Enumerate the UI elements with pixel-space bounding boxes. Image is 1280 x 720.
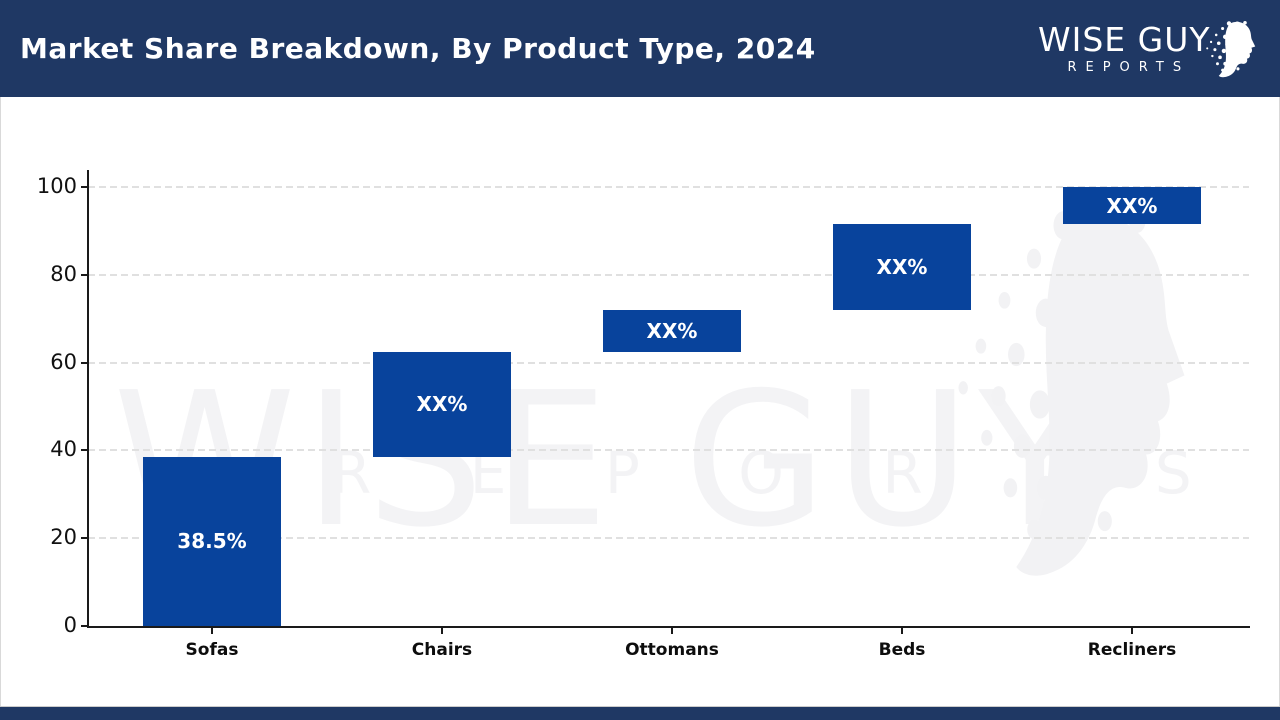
x-tick [901,628,903,634]
y-tick-mark [81,625,88,627]
y-tick-label: 20 [50,525,77,550]
bar-value-label: XX% [416,392,468,417]
y-tick-label: 40 [50,437,77,462]
y-tick-mark [81,537,88,540]
y-tick-mark [81,449,88,452]
bar-value-label: XX% [1106,193,1158,218]
x-tick [1131,628,1133,634]
page-title: Market Share Breakdown, By Product Type,… [20,32,816,65]
y-tick-label: 60 [50,349,77,374]
bar-recliners: XX% [1063,187,1201,225]
x-tick-label-ottomans: Ottomans [625,640,719,660]
chart-area: WISE GUY R E P O R T S 0 20 40 60 80 100 38.5%… [0,97,1280,707]
bar-value-label: XX% [646,318,698,343]
bar-beds: XX% [833,224,971,310]
x-tick [441,628,443,634]
gridline [88,449,1249,452]
logo-wordmark: WISE GUY [1038,20,1211,60]
y-tick-label: 100 [36,174,77,198]
x-tick-label-chairs: Chairs [411,640,473,660]
y-axis [87,170,89,628]
wiseguy-logo-text: WISE GUY REPORTS [1038,23,1211,75]
wiseguy-logo: WISE GUY REPORTS [1038,6,1268,92]
bar-chairs: XX% [373,351,511,457]
gridline [88,273,1249,276]
x-tick [211,628,213,634]
y-tick-label: 80 [50,261,77,286]
logo-subtitle: REPORTS [1067,59,1191,75]
y-tick-mark [81,273,88,276]
x-tick-label-sofas: Sofas [185,640,239,660]
bar-ottomans: XX% [603,309,741,352]
footer-bar [0,706,1280,720]
y-tick-mark [81,186,88,188]
gridline [88,361,1249,364]
header: Market Share Breakdown, By Product Type,… [0,0,1280,97]
bar-value-label: XX% [876,255,928,280]
y-tick-label: 0 [63,613,77,637]
x-tick-label-recliners: Recliners [1087,640,1177,660]
y-tick-mark [81,361,88,364]
bar-value-label: 38.5% [177,529,247,554]
x-axis [87,626,1250,628]
x-tick [671,628,673,634]
gridline [88,186,1249,188]
gridline [88,537,1249,540]
x-tick-label-beds: Beds [878,640,926,660]
bar-sofas: 38.5% [143,456,281,626]
